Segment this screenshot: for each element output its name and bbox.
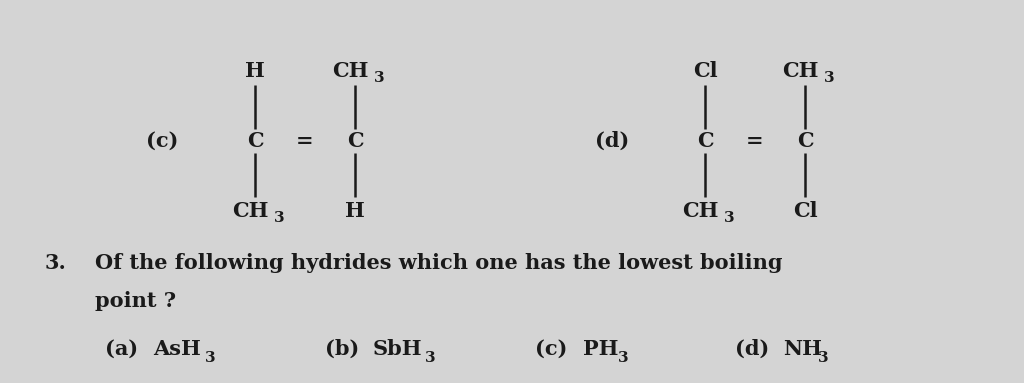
Text: 3: 3 — [425, 351, 435, 365]
Text: Cl: Cl — [793, 201, 817, 221]
Text: (d): (d) — [595, 131, 629, 151]
Text: 3: 3 — [724, 211, 734, 225]
Text: 3: 3 — [274, 211, 285, 225]
Text: CH: CH — [231, 201, 268, 221]
Text: H: H — [245, 61, 265, 81]
Text: 3: 3 — [818, 351, 828, 365]
Text: 3: 3 — [374, 71, 385, 85]
Text: 3: 3 — [824, 71, 835, 85]
Text: NH: NH — [783, 339, 822, 359]
Text: C: C — [696, 131, 714, 151]
Text: Cl: Cl — [692, 61, 718, 81]
Text: C: C — [347, 131, 364, 151]
Text: (c): (c) — [145, 131, 178, 151]
Text: C: C — [247, 131, 263, 151]
Text: SbH: SbH — [373, 339, 423, 359]
Text: 3: 3 — [618, 351, 629, 365]
Text: 3.: 3. — [45, 253, 67, 273]
Text: (b): (b) — [325, 339, 359, 359]
Text: =: = — [746, 131, 764, 151]
Text: CH: CH — [781, 61, 818, 81]
Text: point ?: point ? — [95, 291, 176, 311]
Text: AsH: AsH — [153, 339, 201, 359]
Text: CH: CH — [682, 201, 718, 221]
Text: (c): (c) — [535, 339, 567, 359]
Text: (a): (a) — [105, 339, 138, 359]
Text: =: = — [296, 131, 313, 151]
Text: Of the following hydrides which one has the lowest boiling: Of the following hydrides which one has … — [95, 253, 782, 273]
Text: CH: CH — [332, 61, 369, 81]
Text: PH: PH — [583, 339, 618, 359]
Text: C: C — [797, 131, 813, 151]
Text: (d): (d) — [735, 339, 769, 359]
Text: 3: 3 — [205, 351, 215, 365]
Text: H: H — [345, 201, 365, 221]
